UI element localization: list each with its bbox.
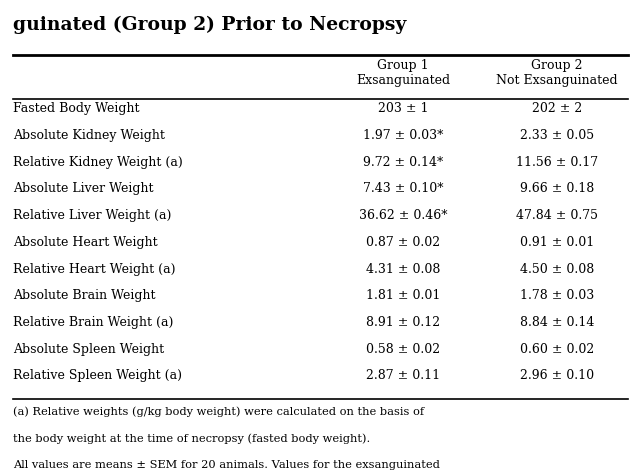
Text: Relative Spleen Weight (a): Relative Spleen Weight (a) (13, 369, 182, 383)
Text: 1.97 ± 0.03*: 1.97 ± 0.03* (363, 129, 443, 142)
Text: Group 1
Exsanguinated: Group 1 Exsanguinated (356, 59, 450, 87)
Text: All values are means ± SEM for 20 animals. Values for the exsanguinated: All values are means ± SEM for 20 animal… (13, 460, 439, 470)
Text: Absolute Liver Weight: Absolute Liver Weight (13, 182, 153, 196)
Text: 2.96 ± 0.10: 2.96 ± 0.10 (520, 369, 594, 383)
Text: Relative Heart Weight (a): Relative Heart Weight (a) (13, 263, 175, 275)
Text: Absolute Kidney Weight: Absolute Kidney Weight (13, 129, 165, 142)
Text: 9.66 ± 0.18: 9.66 ± 0.18 (520, 182, 594, 196)
Text: Fasted Body Weight: Fasted Body Weight (13, 102, 139, 115)
Text: Relative Liver Weight (a): Relative Liver Weight (a) (13, 209, 171, 222)
Text: 9.72 ± 0.14*: 9.72 ± 0.14* (363, 156, 443, 169)
Text: 0.87 ± 0.02: 0.87 ± 0.02 (366, 236, 440, 249)
Text: 0.58 ± 0.02: 0.58 ± 0.02 (366, 343, 440, 356)
Text: 4.31 ± 0.08: 4.31 ± 0.08 (366, 263, 441, 275)
Text: Group 2
Not Exsanguinated: Group 2 Not Exsanguinated (496, 59, 618, 87)
Text: 2.87 ± 0.11: 2.87 ± 0.11 (366, 369, 440, 383)
Text: 2.33 ± 0.05: 2.33 ± 0.05 (520, 129, 594, 142)
Text: 8.91 ± 0.12: 8.91 ± 0.12 (366, 316, 440, 329)
Text: guinated (Group 2) Prior to Necropsy: guinated (Group 2) Prior to Necropsy (13, 16, 406, 34)
Text: 11.56 ± 0.17: 11.56 ± 0.17 (516, 156, 598, 169)
Text: the body weight at the time of necropsy (fasted body weight).: the body weight at the time of necropsy … (13, 433, 370, 444)
Text: 1.78 ± 0.03: 1.78 ± 0.03 (520, 290, 594, 302)
Text: 0.91 ± 0.01: 0.91 ± 0.01 (520, 236, 594, 249)
Text: Relative Brain Weight (a): Relative Brain Weight (a) (13, 316, 173, 329)
Text: 7.43 ± 0.10*: 7.43 ± 0.10* (363, 182, 443, 196)
Text: (a) Relative weights (g/kg body weight) were calculated on the basis of: (a) Relative weights (g/kg body weight) … (13, 407, 424, 417)
Text: 8.84 ± 0.14: 8.84 ± 0.14 (520, 316, 594, 329)
Text: Absolute Spleen Weight: Absolute Spleen Weight (13, 343, 164, 356)
Text: 0.60 ± 0.02: 0.60 ± 0.02 (520, 343, 594, 356)
Text: 203 ± 1: 203 ± 1 (378, 102, 429, 115)
Text: 1.81 ± 0.01: 1.81 ± 0.01 (366, 290, 441, 302)
Text: Absolute Brain Weight: Absolute Brain Weight (13, 290, 155, 302)
Text: Relative Kidney Weight (a): Relative Kidney Weight (a) (13, 156, 183, 169)
Text: 202 ± 2: 202 ± 2 (532, 102, 582, 115)
Text: 4.50 ± 0.08: 4.50 ± 0.08 (520, 263, 594, 275)
Text: 36.62 ± 0.46*: 36.62 ± 0.46* (359, 209, 448, 222)
Text: Absolute Heart Weight: Absolute Heart Weight (13, 236, 157, 249)
Text: 47.84 ± 0.75: 47.84 ± 0.75 (516, 209, 598, 222)
